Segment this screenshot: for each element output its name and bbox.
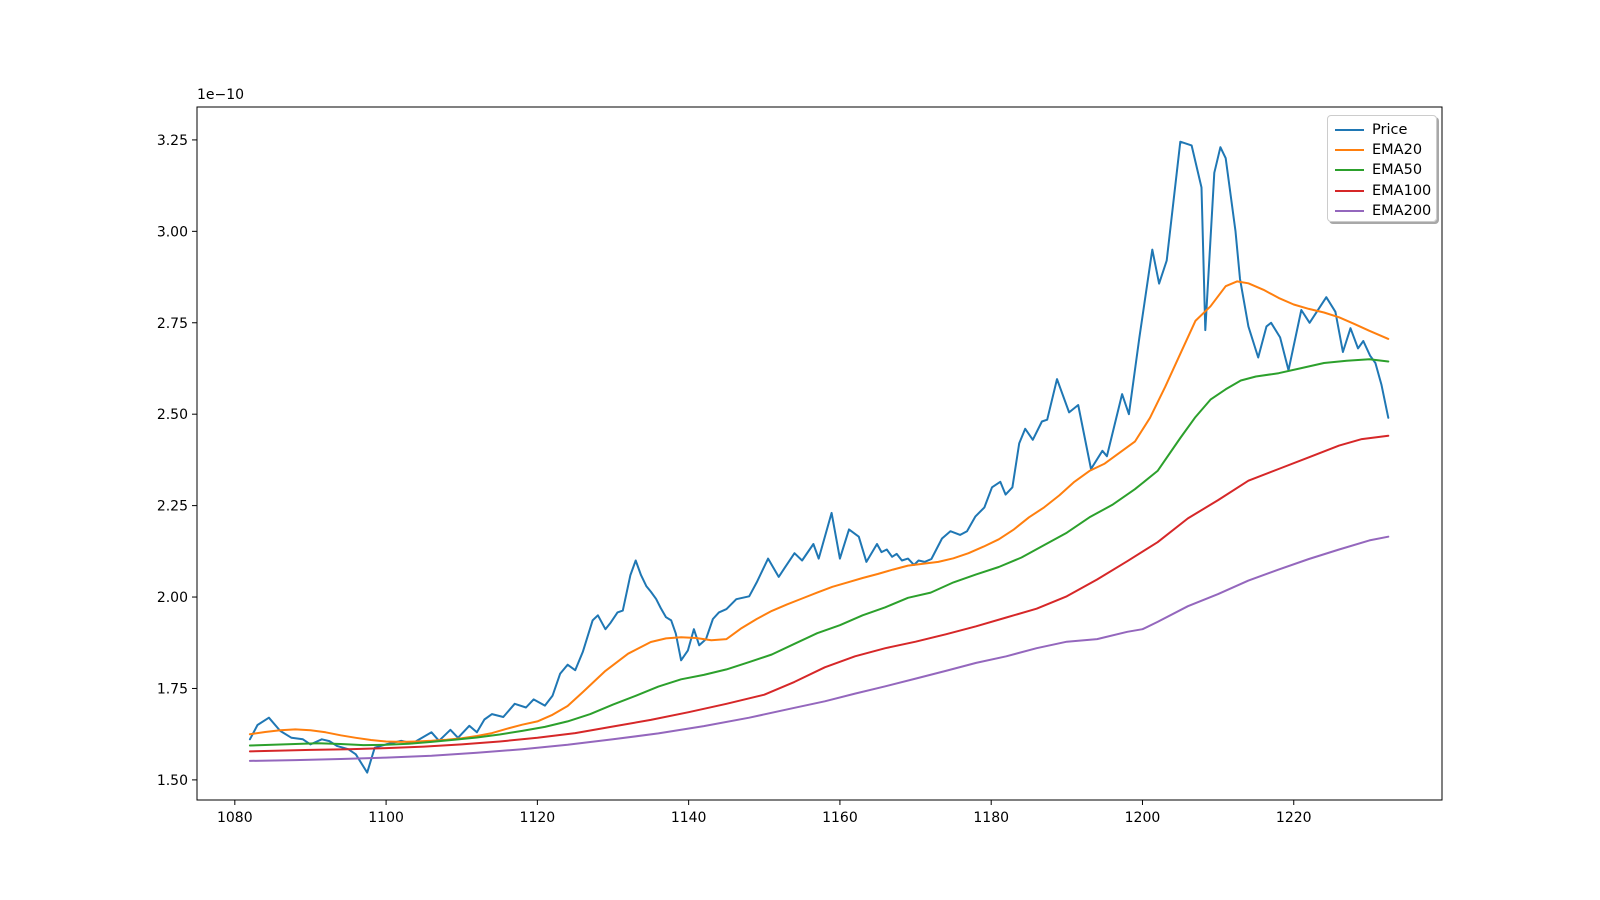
y-tick-label: 2.00 [157, 590, 188, 606]
series-line-ema200 [248, 535, 1390, 762]
axes-spines [196, 106, 1443, 801]
legend: Price EMA20 EMA50 EMA100 EMA200 [1327, 115, 1437, 222]
x-tick-label: 1160 [822, 810, 858, 826]
series-line-ema50 [248, 358, 1390, 747]
legend-item-price: Price [1335, 120, 1436, 140]
price-line-swatch [1335, 129, 1364, 132]
ema20-line-swatch [1335, 149, 1364, 152]
ema50-line-swatch [1335, 169, 1364, 172]
x-tick-label: 1180 [973, 810, 1009, 826]
x-tick-label: 1120 [520, 810, 556, 826]
series-line-price [248, 140, 1390, 774]
legend-label: EMA200 [1372, 202, 1432, 219]
legend-label: EMA50 [1372, 162, 1423, 179]
y-tick-label: 1.75 [157, 681, 188, 697]
ema200-line-swatch [1335, 209, 1364, 212]
y-axis-offset-label: 1e−10 [197, 87, 245, 103]
y-tick-label: 2.25 [157, 499, 188, 515]
x-tick-label: 1080 [217, 810, 253, 826]
x-tick-label: 1200 [1125, 810, 1161, 826]
legend-item-ema100: EMA100 [1335, 181, 1436, 201]
legend-item-ema20: EMA20 [1335, 140, 1436, 160]
ema100-line-swatch [1335, 189, 1364, 192]
legend-item-ema50: EMA50 [1335, 160, 1436, 180]
x-tick-label: 1140 [671, 810, 707, 826]
legend-label: EMA20 [1372, 142, 1423, 159]
legend-item-ema200: EMA200 [1335, 201, 1436, 221]
legend-label: EMA100 [1372, 182, 1432, 199]
y-tick-label: 3.00 [157, 224, 188, 240]
x-tick-label: 1220 [1276, 810, 1312, 826]
x-tick-label: 1100 [368, 810, 404, 826]
y-tick-label: 3.25 [157, 133, 188, 149]
legend-label: Price [1372, 122, 1408, 139]
y-tick-label: 1.50 [157, 773, 188, 789]
y-tick-label: 2.50 [157, 407, 188, 423]
series-line-ema20 [248, 280, 1390, 743]
series-line-ema100 [248, 434, 1390, 753]
y-tick-label: 2.75 [157, 316, 188, 332]
